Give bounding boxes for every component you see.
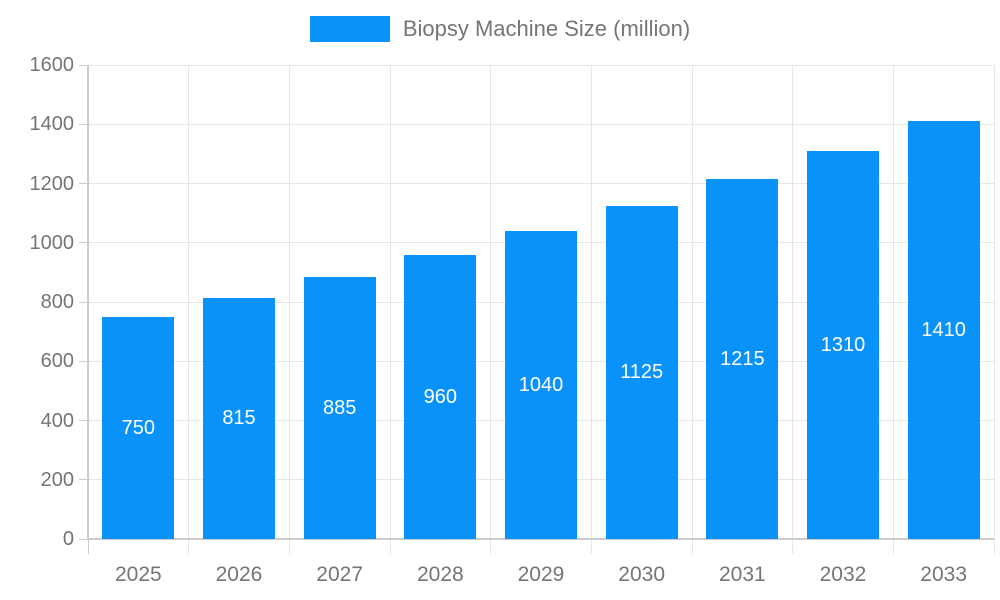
h-gridline <box>88 183 994 184</box>
y-axis-tick <box>79 301 88 303</box>
y-tick-label: 1400 <box>29 113 75 136</box>
v-gridline <box>389 65 391 539</box>
bar-value-label: 1125 <box>620 361 664 384</box>
x-axis-tick <box>691 539 693 554</box>
x-axis-tick <box>792 539 794 554</box>
x-axis-tick <box>288 539 290 554</box>
bar[interactable] <box>203 297 275 539</box>
x-tick-label: 2031 <box>718 563 766 586</box>
y-tick-label: 0 <box>62 528 74 550</box>
bar[interactable] <box>706 179 779 539</box>
h-gridline <box>88 123 994 125</box>
bar-value-label: 1410 <box>921 319 966 342</box>
v-gridline <box>691 65 693 539</box>
y-axis-tick <box>79 242 88 244</box>
v-gridline <box>993 65 995 539</box>
v-gridline <box>288 65 290 539</box>
x-tick-label: 2029 <box>517 563 565 586</box>
bar-value-label: 885 <box>322 396 357 419</box>
bar[interactable] <box>505 230 577 539</box>
x-tick-label: 2027 <box>316 563 364 586</box>
y-axis-tick <box>79 360 88 362</box>
y-tick-label: 400 <box>40 409 74 432</box>
chart-legend[interactable]: Biopsy Machine Size (million) <box>0 15 1000 43</box>
v-gridline <box>892 65 894 539</box>
legend-label: Biopsy Machine Size (million) <box>402 16 691 41</box>
y-tick-label: 1600 <box>29 54 75 76</box>
x-axis-tick <box>87 539 89 554</box>
x-axis-line <box>88 538 994 540</box>
x-tick-label: 2026 <box>215 563 263 586</box>
bar[interactable] <box>907 121 980 539</box>
x-axis-tick <box>590 539 592 554</box>
y-axis-tick <box>79 183 88 184</box>
x-axis-tick <box>389 539 391 554</box>
bar-value-label: 1040 <box>518 373 564 396</box>
y-tick-label: 600 <box>40 350 74 373</box>
y-axis-tick <box>79 123 88 125</box>
bar[interactable] <box>303 276 376 539</box>
y-tick-label: 1200 <box>29 172 75 195</box>
bar-value-label: 1215 <box>720 348 765 371</box>
v-gridline <box>188 65 190 539</box>
y-axis-tick <box>79 479 88 481</box>
x-axis-tick <box>892 539 894 554</box>
bar-value-label: 1310 <box>820 333 866 356</box>
x-axis-tick <box>490 539 492 554</box>
v-gridline <box>792 65 794 539</box>
bar-value-label: 750 <box>121 416 156 439</box>
x-tick-label: 2030 <box>618 563 666 586</box>
bar[interactable] <box>605 205 678 539</box>
x-axis-tick <box>993 539 995 554</box>
v-gridline <box>490 65 492 539</box>
bar-value-label: 815 <box>222 407 256 430</box>
y-axis-line <box>87 65 89 539</box>
v-gridline <box>590 65 592 539</box>
y-axis-tick <box>79 420 88 421</box>
y-tick-label: 200 <box>40 468 74 491</box>
y-tick-label: 1000 <box>29 231 75 254</box>
bar[interactable] <box>404 254 477 539</box>
bar[interactable] <box>807 150 879 539</box>
bar[interactable] <box>102 316 175 539</box>
bar-value-label: 960 <box>423 385 458 408</box>
x-tick-label: 2028 <box>416 563 464 586</box>
y-axis-tick <box>79 538 88 540</box>
h-gridline <box>88 64 994 66</box>
x-tick-label: 2032 <box>819 563 867 586</box>
y-axis-tick <box>79 64 88 66</box>
x-axis-tick <box>188 539 190 554</box>
x-tick-label: 2025 <box>114 563 162 586</box>
x-tick-label: 2033 <box>920 563 968 586</box>
y-tick-label: 800 <box>40 291 74 313</box>
legend-swatch <box>309 16 390 42</box>
